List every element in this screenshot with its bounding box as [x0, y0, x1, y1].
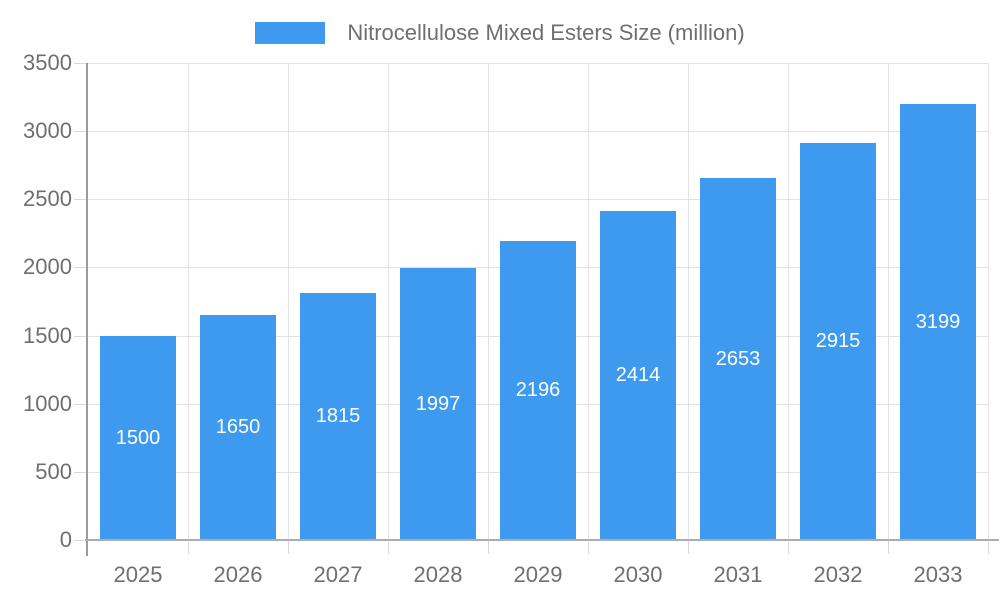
x-tick-mark [488, 541, 489, 554]
y-tick-mark [74, 131, 88, 132]
x-axis-tick-label: 2033 [913, 562, 963, 587]
y-tick-mark [74, 199, 88, 200]
y-tick-mark [74, 540, 88, 541]
y-axis-tick-label: 2500 [23, 186, 72, 211]
y-axis-line [86, 63, 88, 556]
bar-value-label: 2915 [815, 330, 861, 352]
bar-2033[interactable]: 3199 [900, 104, 976, 540]
y-tick-mark [74, 267, 88, 268]
bar-value-label: 3199 [915, 310, 961, 333]
x-axis-tick-label: 2027 [313, 562, 363, 587]
y-axis-tick-label: 3500 [23, 50, 72, 75]
bar-2032[interactable]: 2915 [800, 143, 876, 540]
x-gridline [888, 63, 889, 540]
bar-value-label: 1500 [115, 426, 161, 449]
bar-2026[interactable]: 1650 [200, 315, 276, 540]
y-gridline [88, 199, 988, 200]
x-axis-tick-label: 2030 [613, 562, 663, 587]
y-tick-mark [74, 63, 88, 64]
bar-2030[interactable]: 2414 [600, 211, 676, 540]
bar-value-label: 1997 [415, 392, 461, 415]
x-gridline [988, 63, 989, 540]
x-gridline [288, 63, 289, 540]
y-axis-tick-label: 2000 [23, 254, 72, 279]
bar-value-label: 2414 [615, 364, 661, 386]
x-gridline [488, 63, 489, 540]
bar-2028[interactable]: 1997 [400, 268, 476, 540]
bar-value-label: 1650 [215, 416, 261, 438]
x-tick-mark [788, 541, 789, 554]
legend-label: Nitrocellulose Mixed Esters Size (millio… [347, 20, 745, 45]
bar-value-label: 2653 [715, 347, 761, 370]
y-axis-tick-label: 1000 [23, 391, 72, 416]
x-gridline [588, 63, 589, 540]
y-tick-mark [74, 472, 88, 473]
y-gridline [88, 63, 988, 64]
y-tick-mark [74, 336, 88, 337]
y-axis-tick-label: 3000 [23, 118, 72, 143]
y-gridline [88, 131, 988, 132]
x-axis-tick-label: 2029 [513, 562, 563, 587]
x-tick-mark [288, 541, 289, 554]
bar-2027[interactable]: 1815 [300, 293, 376, 540]
x-tick-mark [888, 541, 889, 554]
x-gridline [388, 63, 389, 540]
x-tick-mark [388, 541, 389, 554]
y-axis-tick-label: 1500 [23, 323, 72, 348]
x-gridline [688, 63, 689, 540]
y-tick-mark [74, 404, 88, 405]
x-axis-tick-label: 2028 [413, 562, 463, 587]
bar-2029[interactable]: 2196 [500, 241, 576, 540]
bar-2025[interactable]: 1500 [100, 336, 176, 540]
x-axis-tick-label: 2025 [113, 562, 163, 587]
bar-2031[interactable]: 2653 [700, 178, 776, 540]
x-tick-mark [188, 541, 189, 554]
x-gridline [788, 63, 789, 540]
x-axis-tick-label: 2026 [213, 562, 263, 587]
bar-value-label: 2196 [515, 379, 561, 401]
x-axis-tick-label: 2032 [813, 562, 863, 587]
y-axis-tick-label: 0 [59, 527, 72, 552]
x-tick-mark [988, 541, 989, 554]
x-gridline [188, 63, 189, 540]
bar-value-label: 1815 [315, 405, 361, 427]
x-axis-tick-label: 2031 [713, 562, 763, 587]
legend-swatch-icon [255, 22, 326, 44]
y-axis-tick-label: 500 [35, 459, 72, 484]
x-tick-mark [688, 541, 689, 554]
x-axis-line [85, 539, 999, 541]
x-tick-mark [588, 541, 589, 554]
legend[interactable]: Nitrocellulose Mixed Esters Size (millio… [0, 20, 1000, 46]
